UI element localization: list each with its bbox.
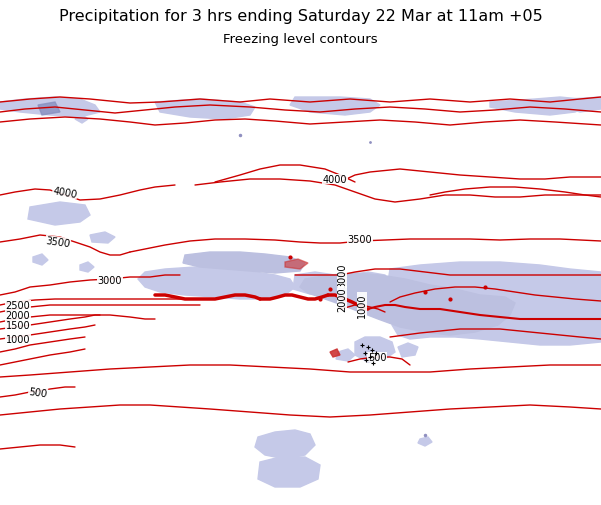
Polygon shape	[255, 430, 315, 459]
Polygon shape	[565, 98, 601, 113]
Polygon shape	[138, 268, 295, 299]
Polygon shape	[75, 116, 88, 124]
Polygon shape	[355, 337, 395, 362]
Text: 1000: 1000	[357, 293, 367, 318]
Polygon shape	[155, 100, 255, 120]
Polygon shape	[33, 255, 48, 266]
Polygon shape	[38, 103, 60, 116]
Polygon shape	[285, 260, 308, 270]
Text: Precipitation for 3 hrs ending Saturday 22 Mar at 11am +05: Precipitation for 3 hrs ending Saturday …	[59, 9, 542, 24]
Text: 4000: 4000	[52, 185, 78, 199]
Polygon shape	[418, 437, 432, 446]
Polygon shape	[398, 343, 418, 358]
Text: 500: 500	[368, 352, 386, 362]
Text: 2000: 2000	[5, 311, 30, 320]
Text: 3000: 3000	[98, 275, 122, 285]
Polygon shape	[345, 273, 390, 291]
Polygon shape	[388, 263, 601, 332]
Polygon shape	[490, 98, 590, 116]
Text: 1000: 1000	[6, 334, 30, 344]
Text: Freezing level contours: Freezing level contours	[223, 33, 378, 46]
Polygon shape	[293, 273, 340, 294]
Text: 3000: 3000	[337, 263, 347, 288]
Text: 2000: 2000	[337, 287, 347, 312]
Polygon shape	[28, 203, 90, 226]
Text: 500: 500	[28, 386, 48, 398]
Text: 1500: 1500	[5, 320, 30, 330]
Polygon shape	[90, 232, 115, 243]
Text: 2500: 2500	[5, 300, 31, 311]
Polygon shape	[80, 263, 94, 273]
Polygon shape	[392, 308, 601, 345]
Text: 4000: 4000	[323, 175, 347, 185]
Text: 3500: 3500	[348, 234, 372, 244]
Polygon shape	[258, 457, 320, 487]
Polygon shape	[183, 252, 305, 274]
Polygon shape	[290, 98, 380, 116]
Polygon shape	[300, 274, 515, 335]
Polygon shape	[0, 98, 100, 118]
Polygon shape	[336, 349, 355, 361]
Text: 3500: 3500	[45, 236, 71, 249]
Polygon shape	[330, 349, 340, 358]
